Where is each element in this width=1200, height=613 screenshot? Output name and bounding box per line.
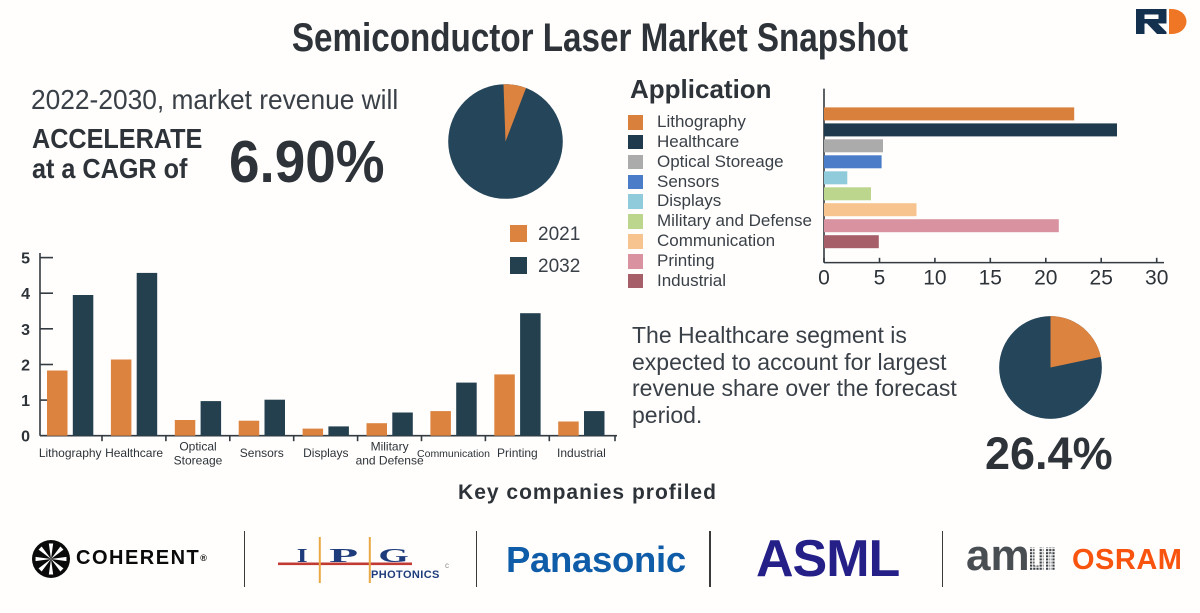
- svg-text:0: 0: [818, 267, 830, 285]
- svg-text:Healthcare: Healthcare: [105, 446, 163, 460]
- svg-text:Printing: Printing: [497, 446, 538, 460]
- svg-text:Military: Military: [371, 440, 409, 454]
- svg-text:PHOTONICS: PHOTONICS: [371, 569, 440, 581]
- svg-text:I: I: [297, 545, 308, 567]
- svg-text:Displays: Displays: [303, 446, 348, 460]
- svg-text:Sensors: Sensors: [240, 446, 284, 460]
- svg-text:0: 0: [21, 429, 30, 446]
- svg-text:G: G: [378, 545, 408, 567]
- svg-text:2: 2: [21, 358, 30, 375]
- svg-text:30: 30: [1145, 267, 1168, 285]
- svg-text:25: 25: [1090, 267, 1113, 285]
- svg-text:15: 15: [979, 267, 1002, 285]
- svg-text:5: 5: [21, 251, 30, 268]
- svg-text:10: 10: [923, 267, 946, 285]
- svg-text:and Defense: and Defense: [356, 454, 424, 468]
- svg-text:1: 1: [21, 393, 30, 410]
- svg-text:Communication: Communication: [417, 448, 490, 460]
- svg-text:20: 20: [1034, 267, 1057, 285]
- svg-text:Optical: Optical: [179, 440, 216, 454]
- svg-text:Storeage: Storeage: [174, 454, 223, 468]
- svg-text:Lithography: Lithography: [39, 446, 102, 460]
- svg-text:5: 5: [874, 267, 886, 285]
- svg-text:3: 3: [21, 322, 30, 339]
- svg-text:P: P: [329, 545, 358, 567]
- svg-text:Industrial: Industrial: [557, 446, 606, 460]
- svg-text:c: c: [445, 561, 449, 570]
- svg-text:4: 4: [21, 286, 30, 303]
